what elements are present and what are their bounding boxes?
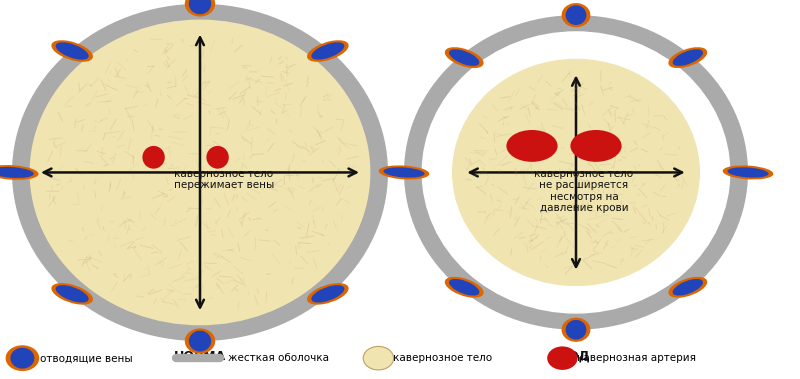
Text: ВЭД: ВЭД [561, 350, 591, 363]
Ellipse shape [506, 130, 558, 162]
Ellipse shape [449, 279, 479, 296]
Ellipse shape [668, 277, 707, 298]
Ellipse shape [51, 40, 93, 62]
Ellipse shape [562, 318, 590, 342]
Ellipse shape [727, 167, 769, 178]
Ellipse shape [570, 130, 622, 162]
Ellipse shape [10, 348, 34, 368]
Ellipse shape [185, 0, 215, 17]
Text: НОРМА: НОРМА [174, 350, 226, 363]
Ellipse shape [56, 42, 89, 60]
Ellipse shape [673, 49, 703, 66]
Ellipse shape [566, 320, 586, 340]
Ellipse shape [189, 330, 211, 352]
Ellipse shape [566, 5, 586, 25]
Ellipse shape [206, 146, 229, 169]
Ellipse shape [363, 346, 394, 370]
Ellipse shape [6, 345, 39, 371]
Ellipse shape [30, 20, 370, 325]
Ellipse shape [673, 279, 703, 296]
Ellipse shape [562, 3, 590, 27]
Ellipse shape [185, 328, 215, 354]
Ellipse shape [547, 346, 578, 370]
Text: жесткая оболочка: жесткая оболочка [228, 353, 329, 363]
Ellipse shape [445, 277, 484, 298]
Text: отводящие вены: отводящие вены [40, 353, 133, 363]
Text: кавернозное тело
пережимает вены: кавернозное тело пережимает вены [174, 169, 274, 190]
Ellipse shape [378, 165, 430, 180]
Ellipse shape [422, 31, 730, 314]
Ellipse shape [668, 47, 707, 68]
Ellipse shape [445, 47, 484, 68]
Ellipse shape [383, 167, 425, 178]
Ellipse shape [449, 49, 479, 66]
Ellipse shape [56, 285, 89, 302]
Ellipse shape [51, 283, 93, 305]
Text: кавернозное тело: кавернозное тело [393, 353, 492, 363]
Ellipse shape [0, 165, 38, 180]
Ellipse shape [307, 40, 349, 62]
Text: кавернозное тело
не расширяется
несмотря на
давление крови: кавернозное тело не расширяется несмотря… [534, 169, 634, 213]
Ellipse shape [307, 283, 349, 305]
Ellipse shape [311, 285, 344, 302]
Ellipse shape [452, 59, 700, 286]
Ellipse shape [142, 146, 165, 169]
Text: кавернозная артерия: кавернозная артерия [577, 353, 696, 363]
Ellipse shape [404, 15, 748, 330]
Ellipse shape [12, 4, 388, 341]
Ellipse shape [189, 0, 211, 14]
Ellipse shape [722, 165, 774, 180]
Ellipse shape [311, 42, 344, 60]
Ellipse shape [0, 167, 34, 178]
